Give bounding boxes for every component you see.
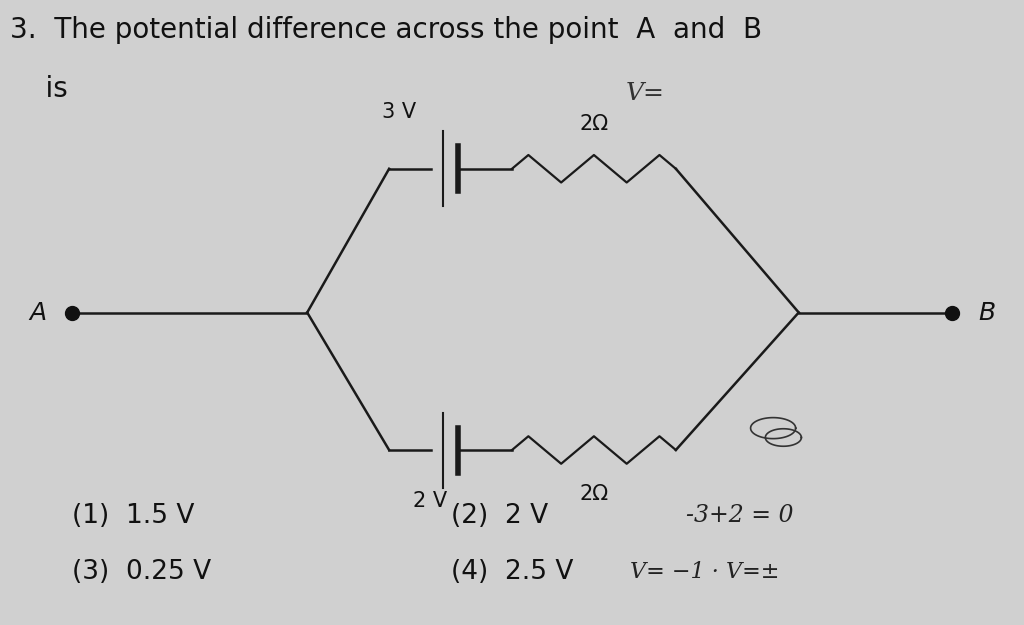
Text: A: A [29, 301, 46, 324]
Text: is: is [10, 75, 68, 103]
Text: -3+2 = 0: -3+2 = 0 [686, 504, 794, 527]
Text: 2Ω: 2Ω [580, 114, 608, 134]
Text: (3)  0.25 V: (3) 0.25 V [72, 559, 211, 585]
Text: V=: V= [626, 82, 665, 105]
Text: V= −1 · V=±: V= −1 · V=± [630, 561, 779, 583]
Text: 2Ω: 2Ω [580, 484, 608, 504]
Point [63, 308, 80, 318]
Text: (1)  1.5 V: (1) 1.5 V [72, 503, 195, 529]
Text: 2 V: 2 V [413, 491, 447, 511]
Point [944, 308, 961, 318]
Text: (2)  2 V: (2) 2 V [451, 503, 548, 529]
Text: 3.  The potential difference across the point  A  and  B: 3. The potential difference across the p… [10, 16, 762, 44]
Text: 3 V: 3 V [382, 102, 417, 122]
Text: B: B [978, 301, 995, 324]
Text: (4)  2.5 V: (4) 2.5 V [451, 559, 573, 585]
